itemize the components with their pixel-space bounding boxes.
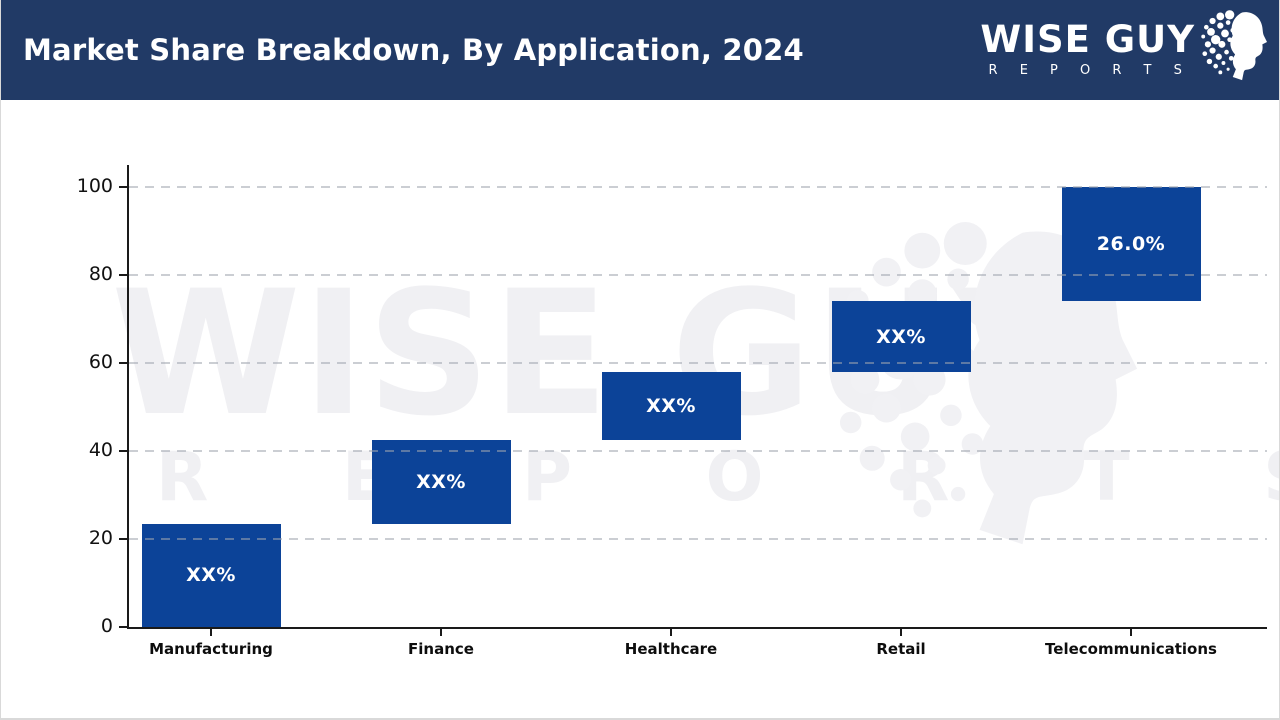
y-tick-label: 40	[88, 439, 113, 461]
y-tick-mark	[119, 450, 127, 452]
brand-subname: R E P O R T S	[988, 62, 1191, 78]
brand-text: WISE GUY R E P O R T S	[980, 18, 1195, 78]
gridline	[129, 450, 1267, 452]
x-tick-mark	[1130, 629, 1132, 636]
gridline	[129, 186, 1267, 188]
bar-finance: XX%	[371, 440, 511, 524]
x-axis-line	[127, 627, 1267, 629]
y-tick-label: 60	[88, 351, 113, 373]
x-tick-label-healthcare: Healthcare	[624, 640, 718, 658]
x-tick-label-finance: Finance	[408, 640, 474, 658]
brand-logo: WISE GUY R E P O R T S	[980, 4, 1267, 94]
x-tick-label-telecommunications: Telecommunications	[1045, 640, 1217, 658]
y-tick-mark	[119, 362, 127, 364]
bar-retail: XX%	[831, 301, 971, 372]
y-tick-label: 0	[100, 615, 113, 637]
chart-title: Market Share Breakdown, By Application, …	[23, 33, 804, 67]
y-tick-label: 100	[76, 175, 113, 197]
bar-manufacturing: XX%	[141, 523, 281, 627]
brand-name: WISE GUY	[980, 18, 1195, 61]
bar-value-label: XX%	[876, 325, 926, 348]
x-tick-mark	[900, 629, 902, 636]
y-tick-label: 80	[88, 263, 113, 285]
bar-healthcare: XX%	[601, 371, 741, 440]
x-tick-label-retail: Retail	[876, 640, 926, 658]
y-tick-mark	[119, 186, 127, 188]
wiseguy-head-icon	[1197, 4, 1267, 94]
title-banner: Market Share Breakdown, By Application, …	[1, 0, 1279, 100]
x-tick-mark	[210, 629, 212, 636]
y-axis-line	[127, 165, 129, 629]
gridline	[129, 362, 1267, 364]
bottom-edge-line	[1, 718, 1279, 720]
x-tick-mark	[440, 629, 442, 636]
gridline	[129, 274, 1267, 276]
y-tick-mark	[119, 274, 127, 276]
x-tick-mark	[670, 629, 672, 636]
y-tick-mark	[119, 538, 127, 540]
x-tick-label-manufacturing: Manufacturing	[149, 640, 273, 658]
y-tick-label: 20	[88, 527, 113, 549]
gridline	[129, 538, 1267, 540]
bar-value-label: XX%	[186, 564, 236, 587]
bar-value-label: 26.0%	[1096, 233, 1166, 256]
y-tick-mark	[119, 626, 127, 628]
watermark-reports-text: R E P O R T S	[156, 438, 1280, 517]
bar-value-label: XX%	[416, 470, 466, 493]
bar-value-label: XX%	[646, 394, 696, 417]
bar-telecommunications: 26.0%	[1061, 187, 1201, 302]
